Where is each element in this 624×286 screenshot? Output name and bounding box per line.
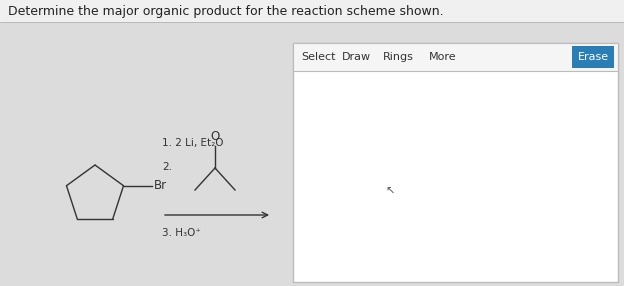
Text: 1. 2 Li, Et₂O: 1. 2 Li, Et₂O (162, 138, 223, 148)
Bar (293, 43, 618, 71)
Text: More: More (429, 52, 457, 62)
Bar (293, 43, 618, 282)
Text: Br: Br (154, 179, 167, 192)
Text: Select: Select (301, 52, 335, 62)
Text: Erase: Erase (577, 52, 608, 62)
Text: 3. H₃O⁺: 3. H₃O⁺ (162, 228, 201, 238)
Bar (0, 0, 624, 22)
Text: Rings: Rings (383, 52, 414, 62)
Text: Draw: Draw (341, 52, 371, 62)
Text: 2.: 2. (162, 162, 172, 172)
Text: ↖: ↖ (385, 187, 395, 197)
Text: Determine the major organic product for the reaction scheme shown.: Determine the major organic product for … (8, 5, 444, 19)
Bar (572, 46, 614, 68)
Text: O: O (210, 130, 220, 143)
